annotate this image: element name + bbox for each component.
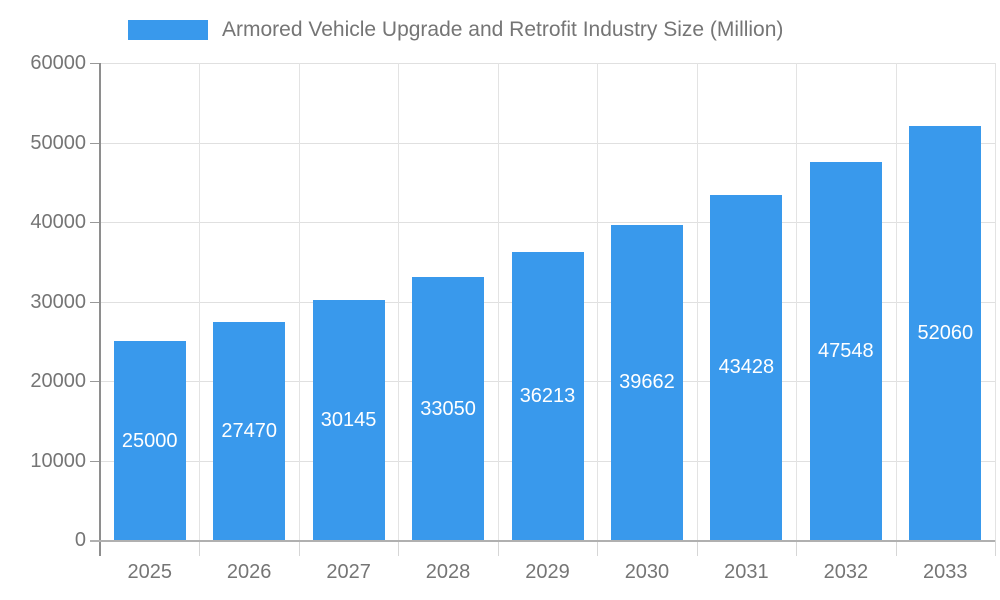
bar-value-label: 39662 <box>619 371 675 394</box>
y-axis-tick <box>90 222 100 223</box>
bar-value-label: 27470 <box>221 419 277 442</box>
gridline-horizontal <box>100 222 995 223</box>
bar: 27470 <box>213 321 286 540</box>
y-axis-tick-label: 30000 <box>30 290 86 313</box>
y-axis-tick <box>90 381 100 382</box>
gridline-vertical <box>199 63 201 540</box>
x-axis-tick <box>796 540 798 556</box>
bar-value-label: 33050 <box>420 397 476 420</box>
x-axis-tick <box>696 540 698 556</box>
bar: 43428 <box>710 194 783 540</box>
x-axis-tick-label: 2031 <box>724 561 769 583</box>
y-axis-tick <box>90 301 100 303</box>
x-axis-tick-label: 2025 <box>127 561 172 583</box>
gridline-vertical <box>995 63 996 540</box>
y-axis-tick-label: 20000 <box>30 370 86 392</box>
y-axis-tick-label: 60000 <box>30 52 86 74</box>
bar-value-label: 47548 <box>818 339 874 362</box>
x-axis-line <box>90 540 995 542</box>
gridline-vertical <box>298 63 300 540</box>
gridline-vertical <box>398 63 400 540</box>
bar: 36213 <box>511 252 584 540</box>
gridline-vertical <box>895 63 897 540</box>
x-axis-tick-label: 2030 <box>624 561 670 583</box>
y-axis-tick-label: 40000 <box>30 211 86 233</box>
gridline-vertical <box>696 63 698 540</box>
bar: 30145 <box>312 300 385 540</box>
bar-value-label: 52060 <box>917 322 974 345</box>
bar: 25000 <box>113 341 186 540</box>
y-axis-tick-label: 0 <box>74 529 86 551</box>
legend-label: Armored Vehicle Upgrade and Retrofit Ind… <box>222 18 784 41</box>
x-axis-tick <box>995 540 996 556</box>
legend-swatch-icon <box>128 20 208 40</box>
bar: 39662 <box>610 224 683 540</box>
bar-value-label: 30145 <box>320 409 377 432</box>
gridline-horizontal <box>100 63 995 64</box>
bar: 47548 <box>809 161 882 540</box>
x-axis-tick <box>398 540 400 556</box>
gridline-vertical <box>597 63 599 540</box>
gridline-vertical <box>497 63 499 540</box>
bar-value-label: 36213 <box>519 385 576 408</box>
x-axis-tick-label: 2026 <box>226 561 272 583</box>
x-axis-tick <box>298 540 300 556</box>
x-axis-tick <box>497 540 499 556</box>
legend: Armored Vehicle Upgrade and Retrofit Ind… <box>128 19 783 41</box>
x-axis-tick-label: 2032 <box>823 561 869 583</box>
x-axis-tick <box>199 540 201 556</box>
y-axis-tick-label: 10000 <box>30 449 86 472</box>
x-axis-tick-label: 2028 <box>425 561 471 583</box>
x-axis-tick-label: 2027 <box>326 561 371 583</box>
y-axis-tick <box>90 142 100 144</box>
x-axis-tick-label: 2029 <box>525 561 570 583</box>
gridline-vertical <box>796 63 798 540</box>
bar-value-label: 25000 <box>121 429 178 452</box>
x-axis-tick-label: 2033 <box>923 561 968 583</box>
y-axis-tick <box>90 63 100 64</box>
bar: 33050 <box>412 277 485 540</box>
x-axis-tick <box>597 540 599 556</box>
y-axis-tick <box>90 460 100 462</box>
y-axis-line <box>99 63 101 556</box>
bar-value-label: 43428 <box>718 356 775 379</box>
gridline-horizontal <box>100 142 995 144</box>
x-axis-tick <box>895 540 897 556</box>
y-axis-tick-label: 50000 <box>30 131 86 154</box>
bar: 52060 <box>909 126 982 540</box>
